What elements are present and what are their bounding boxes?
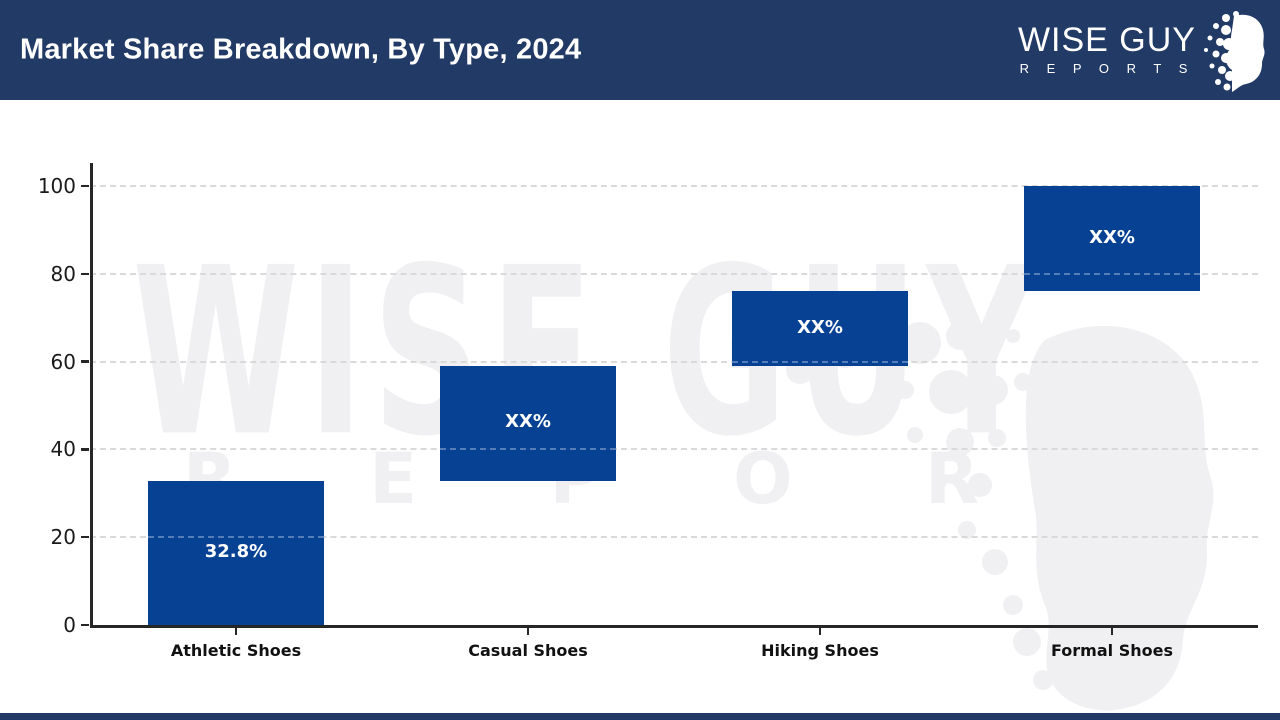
ytick-40 <box>81 448 89 451</box>
xtick-formal-shoes <box>1110 627 1114 635</box>
xtick-label-hiking-shoes: Hiking Shoes <box>761 641 879 660</box>
xtick-label-casual-shoes: Casual Shoes <box>468 641 588 660</box>
gridline-60 <box>90 360 1258 363</box>
x-axis-spine <box>90 624 1258 628</box>
ytick-label-80: 80 <box>50 261 76 286</box>
gridline-100 <box>90 185 1258 187</box>
bar-value-label: XX% <box>1089 226 1135 248</box>
ytick-0 <box>81 623 89 627</box>
xtick-label-formal-shoes: Formal Shoes <box>1051 641 1173 660</box>
xtick-athletic-shoes <box>234 627 238 635</box>
brand-logo: WISE GUY R E P O R T S <box>1018 6 1268 94</box>
bar-gridline-overlay <box>732 360 908 363</box>
page-title: Market Share Breakdown, By Type, 2024 <box>20 33 582 66</box>
bar-hiking-shoes: XX% <box>732 291 908 366</box>
logo-text: WISE GUY R E P O R T S <box>1018 22 1196 78</box>
logo-wordmark: WISE GUY <box>1017 21 1196 59</box>
bar-gridline-overlay <box>148 536 324 539</box>
ytick-label-60: 60 <box>50 349 76 374</box>
bar-gridline-overlay <box>1024 272 1200 275</box>
logo-head-icon <box>1204 11 1265 93</box>
bar-casual-shoes: XX% <box>440 365 616 481</box>
ytick-80 <box>81 272 89 276</box>
chart-area: WISE GUY R E P O R T S 32.8% Athletic Sho… <box>0 100 1280 713</box>
ytick-20 <box>81 535 89 539</box>
bar-value-label: 32.8% <box>204 540 268 562</box>
ytick-60 <box>81 360 89 363</box>
gridline-40 <box>90 448 1258 451</box>
gridline-80 <box>90 272 1258 275</box>
ytick-label-100: 100 <box>37 174 76 198</box>
bar-athletic-shoes: 32.8% <box>148 481 324 625</box>
ytick-label-20: 20 <box>50 525 76 550</box>
ytick-label-40: 40 <box>50 437 76 462</box>
y-axis-spine <box>90 163 93 628</box>
ytick-100 <box>81 184 89 188</box>
bar-value-label: XX% <box>505 411 551 433</box>
bar-value-label: XX% <box>797 316 843 338</box>
header-bar: Market Share Breakdown, By Type, 2024 WI… <box>0 0 1280 100</box>
xtick-label-athletic-shoes: Athletic Shoes <box>170 641 302 660</box>
bar-formal-shoes: XX% <box>1024 186 1200 292</box>
ytick-label-0: 0 <box>63 613 76 637</box>
xtick-casual-shoes <box>526 627 530 635</box>
footer-bar <box>0 713 1280 720</box>
gridline-20 <box>90 536 1258 539</box>
logo-subtext: R E P O R T S <box>1019 61 1195 76</box>
xtick-hiking-shoes <box>818 627 822 635</box>
bar-gridline-overlay <box>440 448 616 451</box>
